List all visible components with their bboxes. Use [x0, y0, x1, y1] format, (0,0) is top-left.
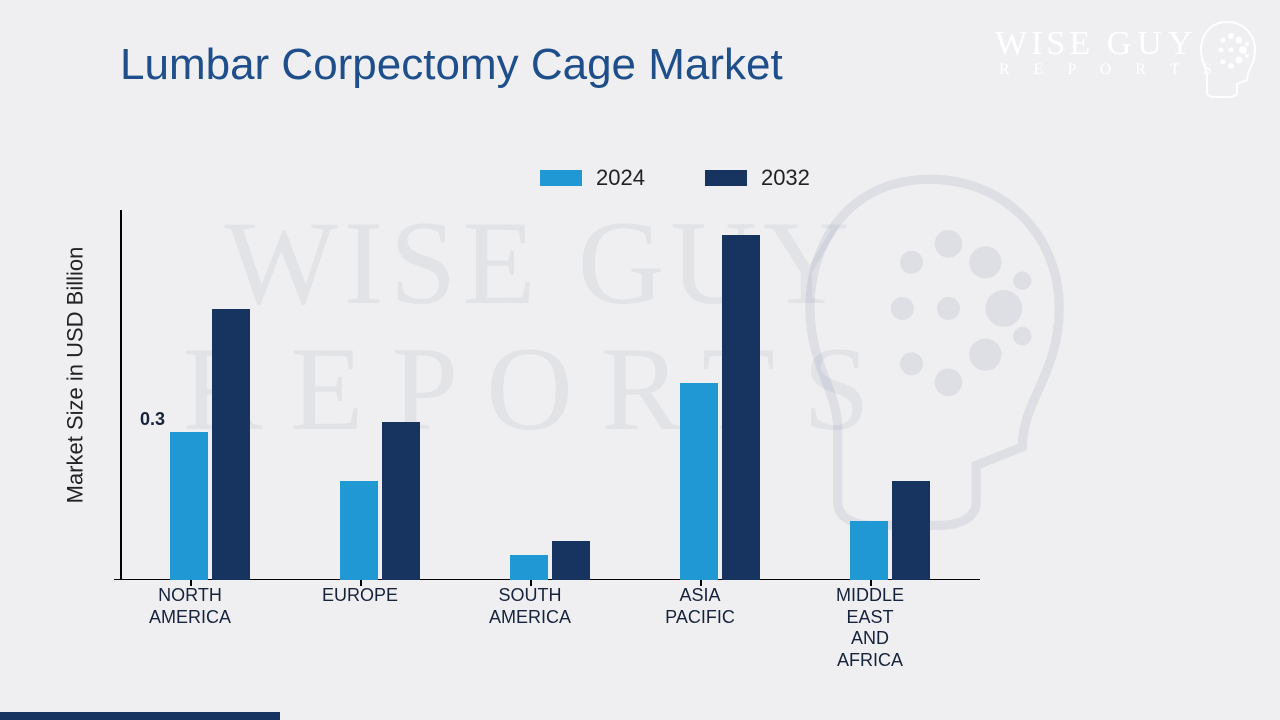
legend-label-2024: 2024 [596, 165, 645, 191]
bar-series2 [722, 235, 760, 580]
y-axis-title: Market Size in USD Billion [60, 170, 90, 580]
bar-series2 [552, 541, 590, 580]
bar-series2 [212, 309, 250, 580]
brand-line2: R E P O R T S [995, 61, 1255, 79]
bar-series2 [892, 481, 930, 580]
bar-series1 [680, 383, 718, 580]
y-tick [114, 579, 120, 581]
y-axis-line [120, 210, 122, 580]
bar-series2 [382, 422, 420, 580]
bar-series1 [170, 432, 208, 580]
legend-label-2032: 2032 [761, 165, 810, 191]
legend-item-2032: 2032 [705, 165, 810, 191]
plot-area: 0.3 [120, 210, 980, 580]
brand-text: WISE GUY R E P O R T S [995, 25, 1255, 79]
bar-series1 [340, 481, 378, 580]
bar-series1 [850, 521, 888, 580]
x-axis-category-label: NORTHAMERICA [125, 585, 255, 628]
legend-swatch-2024 [540, 170, 582, 186]
brand-line1: WISE GUY [995, 25, 1255, 63]
brand-wise: WISE [995, 25, 1094, 62]
x-axis-category-label: EUROPE [295, 585, 425, 607]
y-axis-label: Market Size in USD Billion [62, 247, 88, 504]
infographic-stage: WISE GUY R E P O R T S WISE GUY REPORTS … [0, 0, 1280, 720]
legend-item-2024: 2024 [540, 165, 645, 191]
legend-swatch-2032 [705, 170, 747, 186]
brand-guy: GUY [1107, 25, 1199, 62]
footer-accent-bar [0, 712, 280, 720]
x-axis-category-label: MIDDLEEASTANDAFRICA [805, 585, 935, 671]
bar-series1 [510, 555, 548, 580]
legend: 2024 2032 [540, 165, 810, 191]
x-axis-category-label: ASIAPACIFIC [635, 585, 765, 628]
bar-value-label: 0.3 [140, 409, 165, 430]
chart-title: Lumbar Corpectomy Cage Market [120, 40, 783, 90]
x-axis-category-label: SOUTHAMERICA [465, 585, 595, 628]
